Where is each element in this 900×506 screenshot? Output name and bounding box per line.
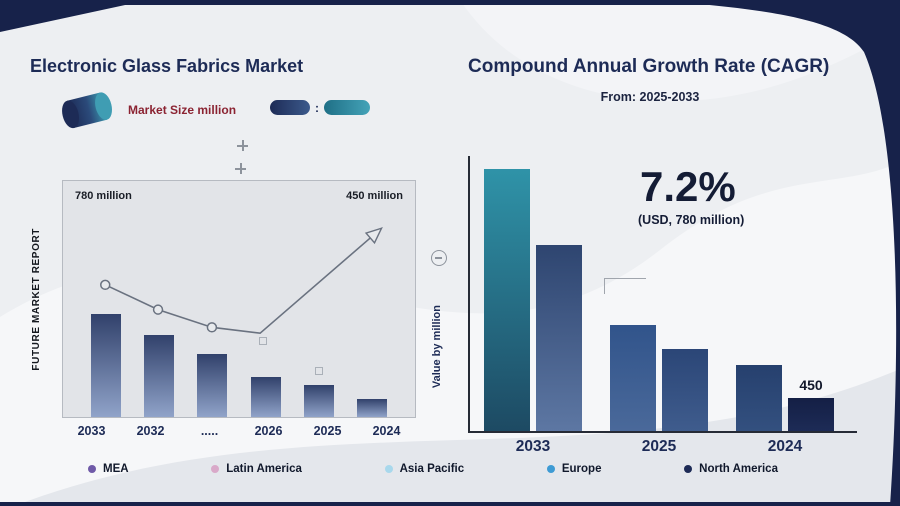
cagr-value: 7.2%: [640, 163, 736, 210]
future-market-report-watermark: FUTURE MARKET REPORT: [28, 180, 44, 418]
legend-item-latin-america: Latin America: [211, 463, 302, 475]
right-x-label-2024: 2024: [767, 438, 803, 455]
navy-pill-icon: [270, 100, 310, 115]
right-bar-2033-series-1: [484, 168, 530, 431]
pill-separator: :: [315, 100, 319, 115]
legend-label: MEA: [103, 463, 129, 475]
legend-dot-icon: [384, 465, 393, 473]
legend-item-europe: Europe: [546, 463, 602, 475]
legend-label: North America: [699, 463, 778, 475]
legend-item-mea: MEA: [88, 463, 129, 475]
legend-dot-icon: [684, 465, 693, 473]
left-x-label-.....: .....: [200, 424, 219, 438]
right-chart-yaxis-line: [468, 156, 470, 433]
left-bar-.....: [197, 353, 228, 417]
right-bar-2025-series-2: [662, 349, 708, 431]
legend-label: Europe: [561, 463, 602, 475]
right-bar-2024-series-1: [736, 365, 782, 431]
left-bar-2026: [250, 376, 281, 417]
legend-item-asia-pacific: Asia Pacific: [384, 463, 465, 475]
right-chart-title: Compound Annual Growth Rate (CAGR): [468, 56, 830, 77]
bar-value-label: 450: [799, 377, 823, 394]
market-size-legend: Market Size million: [60, 90, 236, 130]
left-x-label-2024: 2024: [372, 424, 401, 438]
right-bar-2033-series-2: [536, 245, 582, 431]
legend-label: Latin America: [226, 463, 302, 475]
ratio-pills: :: [270, 100, 370, 115]
right-x-label-2025: 2025: [641, 438, 677, 455]
legend-dot-icon: [88, 465, 96, 473]
right-bar-group-2025: [610, 158, 708, 431]
left-chart-panel: 780 million 450 million: [62, 180, 416, 418]
left-x-label-2025: 2025: [313, 424, 342, 438]
cagr-caption: (USD, 780 million): [638, 213, 745, 227]
right-bar-group-2033: [484, 158, 582, 431]
square-decoration: [259, 337, 267, 345]
right-chart-xaxis: 2033 2025 2024: [470, 438, 856, 456]
bracket-decoration: [604, 278, 646, 294]
plus-icon: [235, 163, 246, 174]
region-legend: MEA Latin America Asia Pacific Europe North …: [88, 463, 778, 475]
teal-pill-icon: [324, 100, 370, 115]
plus-icon: [237, 140, 248, 151]
right-bar-2025-series-1: [610, 324, 656, 431]
left-x-label-2026: 2026: [254, 424, 283, 438]
right-x-label-2033: 2033: [515, 438, 551, 455]
watermark-text: FUTURE MARKET REPORT: [30, 227, 42, 371]
left-chart-bars: [63, 181, 415, 417]
annotation-450-million: 450 million: [346, 190, 403, 202]
market-size-label: Market Size million: [128, 103, 237, 117]
left-bar-2025: [303, 384, 334, 417]
legend-label: Asia Pacific: [399, 463, 465, 475]
right-bar-2024-series-2: 450: [788, 377, 834, 431]
cylinder-icon: [62, 92, 112, 129]
left-bar-2032: [143, 335, 174, 417]
legend-dot-icon: [546, 465, 555, 473]
legend-dot-icon: [211, 465, 220, 473]
left-x-label-2032: 2032: [136, 424, 165, 438]
left-chart-title: Electronic Glass Fabrics Market: [30, 56, 304, 76]
right-chart-groups: 450: [470, 158, 856, 431]
right-chart-xaxis-line: [468, 431, 857, 433]
left-chart-xaxis: 2033 2032..... 2026 2025 2024: [62, 424, 416, 438]
legend-item-north-america: North America: [684, 463, 778, 475]
left-bar-2033: [90, 313, 121, 417]
circle-minus-icon: [431, 250, 447, 266]
ylabel-text: Value by million: [431, 305, 443, 389]
square-decoration: [315, 367, 323, 375]
right-bar-group-2024: 450: [736, 158, 834, 431]
right-chart-subtitle: From: 2025-2033: [600, 90, 700, 104]
right-chart-ylabel: Value by million: [430, 283, 444, 411]
left-x-label-2033: 2033: [77, 424, 106, 438]
left-bar-2024: [357, 399, 388, 417]
annotation-780-million: 780 million: [75, 190, 132, 202]
